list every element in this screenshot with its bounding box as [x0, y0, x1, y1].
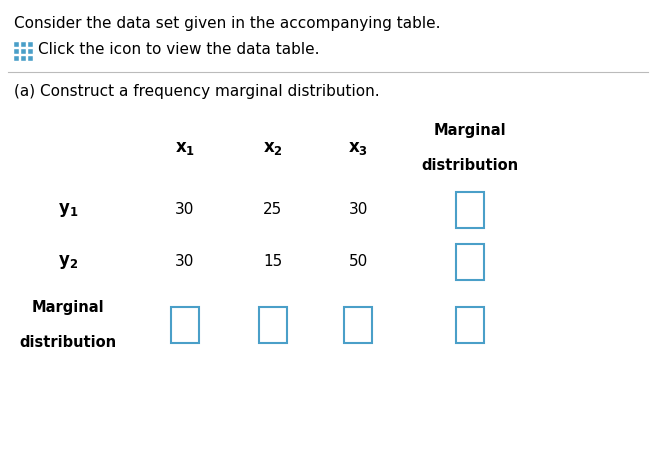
- Text: 30: 30: [175, 255, 195, 269]
- FancyBboxPatch shape: [21, 56, 26, 61]
- FancyBboxPatch shape: [456, 307, 484, 343]
- FancyBboxPatch shape: [456, 192, 484, 228]
- Text: 15: 15: [263, 255, 283, 269]
- Text: Consider the data set given in the accompanying table.: Consider the data set given in the accom…: [14, 16, 440, 31]
- FancyBboxPatch shape: [28, 56, 33, 61]
- Text: (a) Construct a frequency marginal distribution.: (a) Construct a frequency marginal distr…: [14, 84, 380, 99]
- FancyBboxPatch shape: [14, 42, 19, 47]
- FancyBboxPatch shape: [259, 307, 287, 343]
- FancyBboxPatch shape: [344, 307, 372, 343]
- Text: Marginal: Marginal: [31, 300, 104, 315]
- FancyBboxPatch shape: [28, 49, 33, 54]
- Text: distribution: distribution: [20, 335, 117, 350]
- Text: 30: 30: [175, 202, 195, 218]
- FancyBboxPatch shape: [456, 244, 484, 280]
- Text: $\mathbf{x_2}$: $\mathbf{x_2}$: [263, 139, 283, 157]
- Text: Marginal: Marginal: [434, 123, 506, 138]
- Text: $\mathbf{x_3}$: $\mathbf{x_3}$: [348, 139, 368, 157]
- FancyBboxPatch shape: [171, 307, 199, 343]
- Text: $\mathbf{y_1}$: $\mathbf{y_1}$: [58, 201, 78, 219]
- FancyBboxPatch shape: [14, 56, 19, 61]
- Text: 50: 50: [348, 255, 367, 269]
- Text: distribution: distribution: [421, 158, 518, 173]
- Text: $\mathbf{y_2}$: $\mathbf{y_2}$: [58, 253, 78, 271]
- Text: Click the icon to view the data table.: Click the icon to view the data table.: [38, 42, 319, 57]
- Text: 30: 30: [348, 202, 367, 218]
- FancyBboxPatch shape: [21, 49, 26, 54]
- FancyBboxPatch shape: [21, 42, 26, 47]
- Text: $\mathbf{x_1}$: $\mathbf{x_1}$: [175, 139, 195, 157]
- FancyBboxPatch shape: [14, 49, 19, 54]
- Text: 25: 25: [263, 202, 283, 218]
- FancyBboxPatch shape: [28, 42, 33, 47]
